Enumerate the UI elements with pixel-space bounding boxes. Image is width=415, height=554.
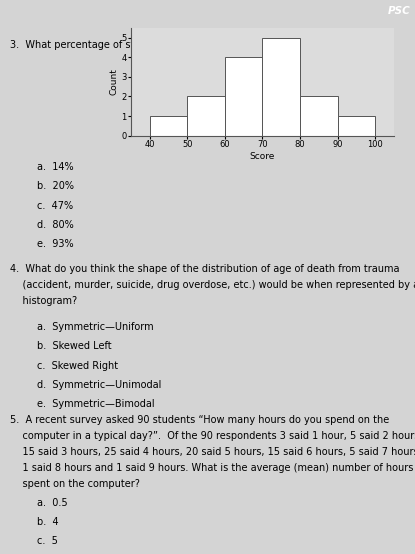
Text: c.  5: c. 5 [37,536,58,546]
Text: a.  14%: a. 14% [37,162,74,172]
Text: c.  47%: c. 47% [37,201,73,211]
X-axis label: Score: Score [250,152,275,161]
Bar [225,57,262,136]
Text: (accident, murder, suicide, drug overdose, etc.) would be when represented by a: (accident, murder, suicide, drug overdos… [10,280,415,290]
Text: 5.  A recent survey asked 90 students “How many hours do you spend on the: 5. A recent survey asked 90 students “Ho… [10,415,390,425]
Text: d.  Symmetric—Unimodal: d. Symmetric—Unimodal [37,379,162,389]
Bar [338,116,376,136]
Bar [187,96,225,136]
Text: e.  93%: e. 93% [37,239,74,249]
Text: 4.  What do you think the shape of the distribution of age of death from trauma: 4. What do you think the shape of the di… [10,264,400,274]
Text: e.  Symmetric—Bimodal: e. Symmetric—Bimodal [37,399,155,409]
Bar [300,96,338,136]
Text: 3.  What percentage of students earned less than a grade of 70 on the exam?: 3. What percentage of students earned le… [10,40,392,50]
Text: b.  Skewed Left: b. Skewed Left [37,341,112,351]
Y-axis label: Count: Count [110,68,118,95]
Text: computer in a typical day?”.  Of the 90 respondents 3 said 1 hour, 5 said 2 hour: computer in a typical day?”. Of the 90 r… [10,431,415,441]
Text: PSC: PSC [388,6,411,16]
Text: a.  Symmetric—Uniform: a. Symmetric—Uniform [37,322,154,332]
Text: a.  0.5: a. 0.5 [37,497,68,507]
Text: 15 said 3 hours, 25 said 4 hours, 20 said 5 hours, 15 said 6 hours, 5 said 7 hou: 15 said 3 hours, 25 said 4 hours, 20 sai… [10,447,415,457]
Text: histogram?: histogram? [10,295,78,305]
Bar [149,116,187,136]
Text: b.  4: b. 4 [37,517,59,527]
Text: 1 said 8 hours and 1 said 9 hours. What is the average (mean) number of hours: 1 said 8 hours and 1 said 9 hours. What … [10,463,414,473]
Text: b.  20%: b. 20% [37,182,74,192]
Text: c.  Skewed Right: c. Skewed Right [37,361,118,371]
Text: d.  80%: d. 80% [37,220,74,230]
Text: spent on the computer?: spent on the computer? [10,479,140,489]
Bar [263,38,300,136]
